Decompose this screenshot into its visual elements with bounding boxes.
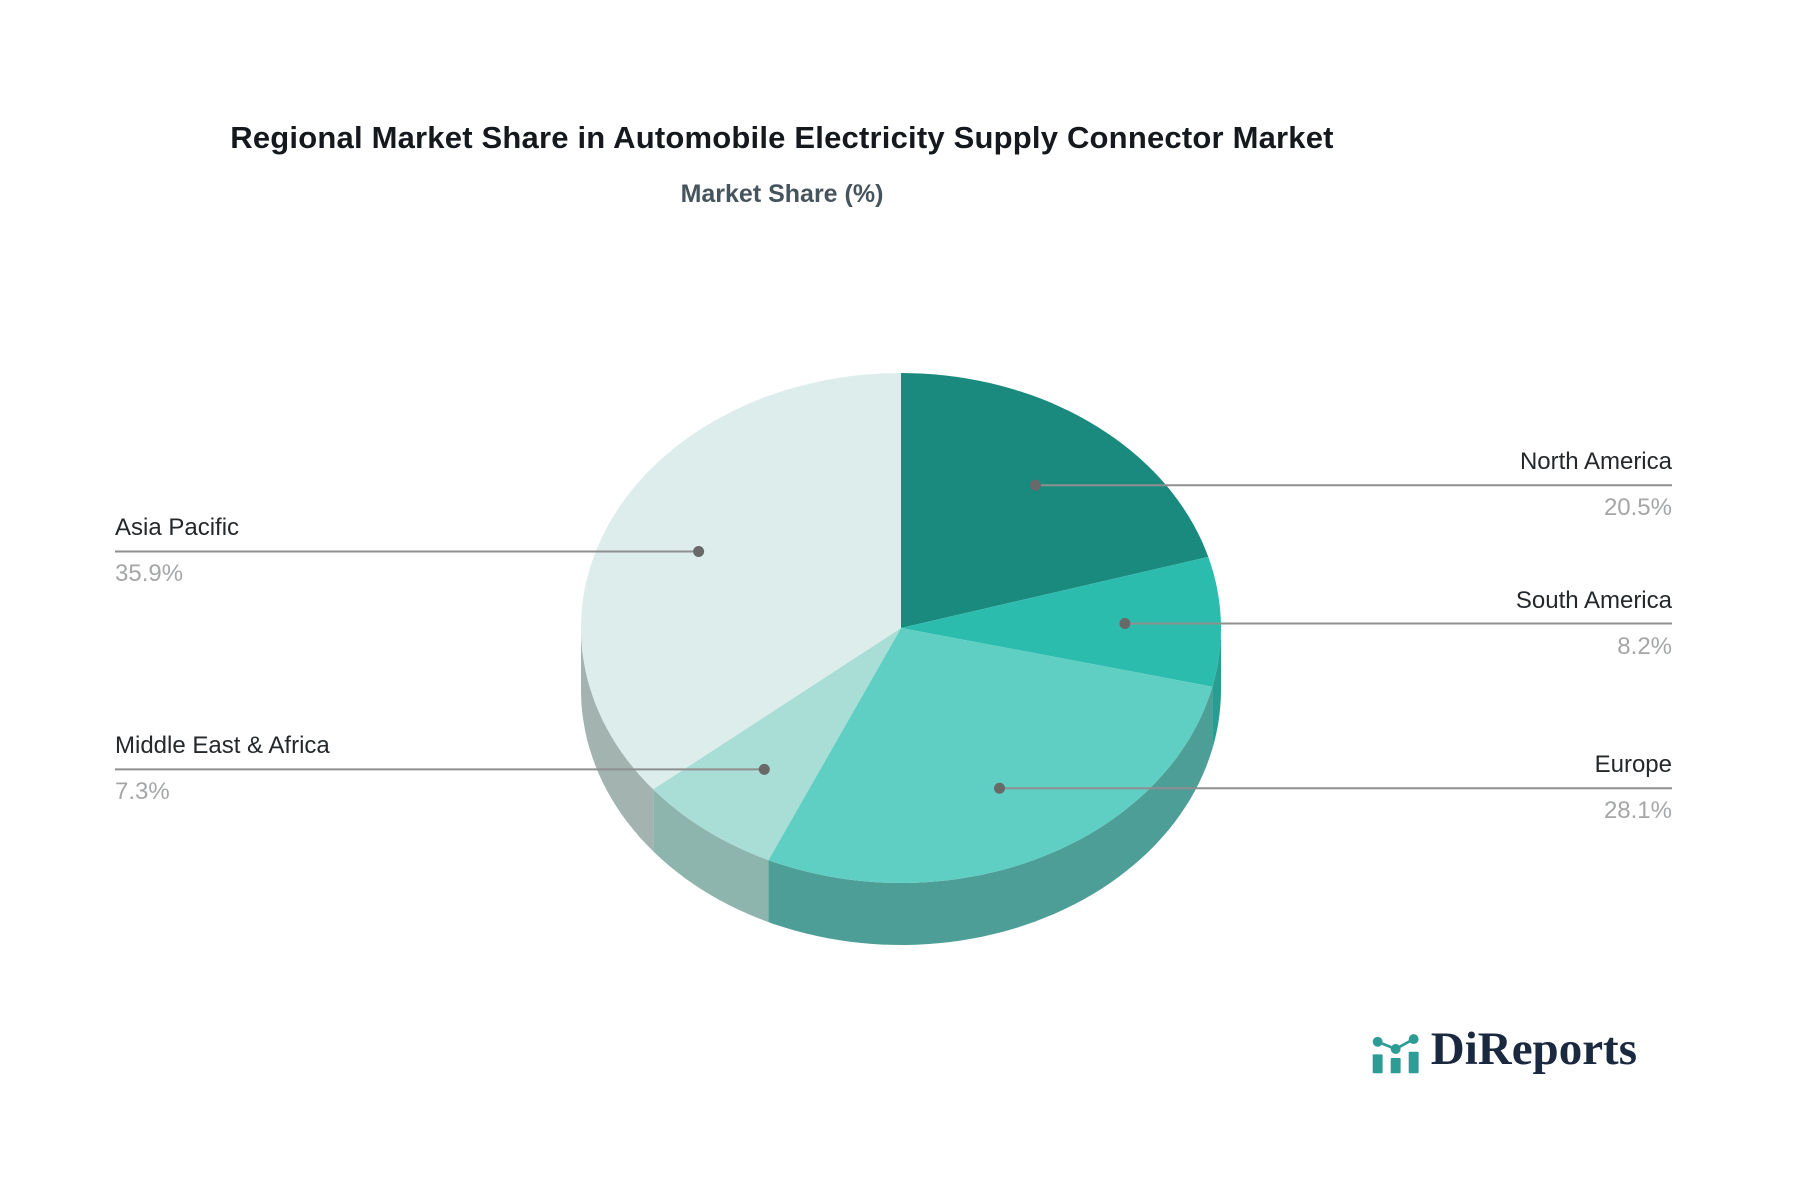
leader-dot-3 — [758, 763, 770, 775]
direports-logo-text: DiReports — [1430, 1023, 1637, 1075]
pie-slice-side-1 — [1212, 628, 1221, 749]
pie-slice-4[interactable] — [581, 373, 901, 790]
direports-logo: DiReports — [1370, 1022, 1637, 1076]
chart-subtitle: Market Share (%) — [680, 180, 884, 208]
leader-dot-1 — [1119, 618, 1131, 630]
slice-percent: 7.3% — [115, 778, 170, 806]
slice-percent: 8.2% — [1617, 632, 1672, 660]
slice-percent: 20.5% — [1603, 494, 1672, 522]
pie-slice-side-4 — [581, 628, 654, 852]
pie-slice-3[interactable] — [653, 628, 901, 861]
slice-label: Asia Pacific — [115, 514, 240, 542]
leader-dot-2 — [994, 782, 1006, 794]
pie-slice-side-2 — [768, 686, 1213, 945]
pie-slice-1[interactable] — [901, 556, 1221, 687]
slice-label: Europe — [1594, 751, 1672, 779]
pie-slice-side-3 — [653, 789, 769, 923]
slice-percent: 35.9% — [115, 560, 184, 588]
slice-label: North America — [1519, 448, 1672, 476]
chart-title: Regional Market Share in Automobile Elec… — [230, 120, 1334, 155]
leader-dot-4 — [693, 545, 705, 557]
bar-chart-logo-icon — [1372, 1034, 1419, 1074]
slice-label: Middle East & Africa — [115, 732, 330, 760]
slice-percent: 28.1% — [1603, 797, 1672, 825]
slice-label: South America — [1515, 586, 1672, 614]
leader-dot-0 — [1029, 479, 1041, 491]
pie-slice-0[interactable] — [901, 373, 1209, 628]
pie-slice-2[interactable] — [768, 628, 1213, 883]
